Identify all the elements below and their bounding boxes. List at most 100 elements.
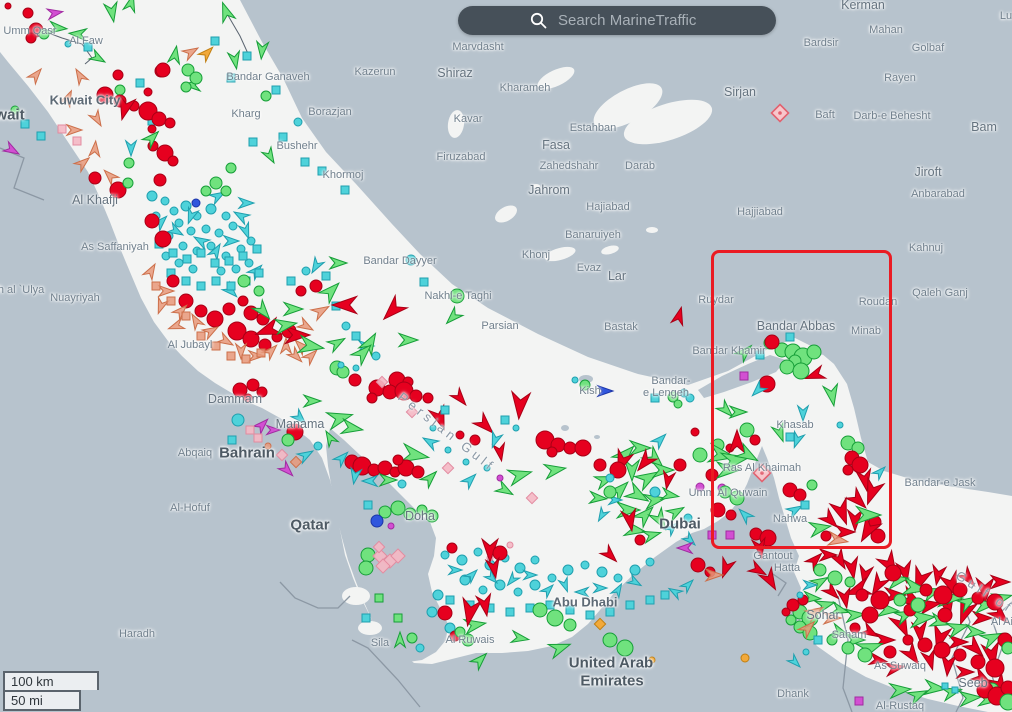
ship-marker[interactable] xyxy=(648,656,656,664)
ship-marker[interactable] xyxy=(96,86,114,104)
ship-marker[interactable] xyxy=(265,424,282,436)
ship-marker[interactable] xyxy=(622,481,653,508)
ship-marker[interactable] xyxy=(692,447,708,463)
ship-marker[interactable] xyxy=(802,648,810,656)
ship-marker[interactable] xyxy=(494,579,506,591)
ship-marker[interactable] xyxy=(786,598,800,612)
ship-marker[interactable] xyxy=(328,256,349,270)
ship-marker[interactable] xyxy=(603,485,617,499)
ship-marker[interactable] xyxy=(854,513,883,546)
ship-marker[interactable] xyxy=(155,62,171,78)
ship-marker[interactable] xyxy=(151,111,167,127)
ship-marker[interactable] xyxy=(474,592,494,618)
ship-marker[interactable] xyxy=(532,602,548,618)
ship-marker[interactable] xyxy=(348,340,376,368)
ship-marker[interactable] xyxy=(985,658,1005,678)
ship-marker[interactable] xyxy=(827,570,843,586)
ship-marker[interactable] xyxy=(649,486,661,498)
ship-marker[interactable] xyxy=(250,298,274,323)
ship-marker[interactable] xyxy=(781,607,791,617)
ship-marker[interactable] xyxy=(374,593,384,603)
ship-marker[interactable] xyxy=(375,375,389,389)
ship-marker[interactable] xyxy=(293,117,303,127)
ship-marker[interactable] xyxy=(243,393,253,403)
ship-marker[interactable] xyxy=(828,547,851,572)
ship-marker[interactable] xyxy=(425,509,439,523)
ship-marker[interactable] xyxy=(739,371,749,381)
ship-marker[interactable] xyxy=(473,547,483,557)
ship-marker[interactable] xyxy=(300,157,310,167)
ship-marker[interactable] xyxy=(605,607,615,617)
ship-marker[interactable] xyxy=(826,634,838,646)
ship-marker[interactable] xyxy=(563,618,577,632)
ship-marker[interactable] xyxy=(253,433,263,443)
ship-marker[interactable] xyxy=(640,527,663,545)
ship-marker[interactable] xyxy=(264,442,272,450)
ship-marker[interactable] xyxy=(667,585,685,601)
ship-marker[interactable] xyxy=(87,108,106,128)
ship-marker[interactable] xyxy=(470,410,498,438)
ship-marker[interactable] xyxy=(595,505,611,523)
ship-marker[interactable] xyxy=(445,595,455,605)
ship-marker[interactable] xyxy=(563,441,577,455)
ship-marker[interactable] xyxy=(505,464,534,487)
ship-marker[interactable] xyxy=(88,171,102,185)
ship-marker[interactable] xyxy=(289,455,303,469)
ship-marker[interactable] xyxy=(859,476,886,507)
ship-marker[interactable] xyxy=(151,281,161,291)
ship-marker[interactable] xyxy=(963,623,987,640)
ship-marker[interactable] xyxy=(222,234,241,248)
ship-marker[interactable] xyxy=(238,251,248,261)
ship-marker[interactable] xyxy=(441,461,455,475)
ship-marker[interactable] xyxy=(828,600,851,618)
ship-marker[interactable] xyxy=(260,90,272,102)
ship-marker[interactable] xyxy=(866,570,891,598)
ship-marker[interactable] xyxy=(153,295,170,315)
ship-marker[interactable] xyxy=(348,373,362,387)
ship-marker[interactable] xyxy=(206,241,225,262)
ship-marker[interactable] xyxy=(952,582,968,598)
ship-marker[interactable] xyxy=(109,181,127,199)
ship-marker[interactable] xyxy=(625,573,643,590)
ship-marker[interactable] xyxy=(253,285,265,297)
ship-marker[interactable] xyxy=(122,177,134,189)
ship-marker[interactable] xyxy=(200,185,212,197)
ship-marker[interactable] xyxy=(302,394,323,408)
ship-marker[interactable] xyxy=(228,221,238,231)
ship-marker[interactable] xyxy=(596,566,608,578)
ship-marker[interactable] xyxy=(510,390,532,421)
ship-marker[interactable] xyxy=(746,559,769,580)
ship-marker[interactable] xyxy=(440,405,450,415)
ship-marker[interactable] xyxy=(321,428,340,449)
ship-marker[interactable] xyxy=(905,685,930,707)
ship-marker[interactable] xyxy=(10,105,20,115)
ship-marker[interactable] xyxy=(378,505,392,519)
ship-marker[interactable] xyxy=(764,334,780,350)
ship-marker[interactable] xyxy=(244,258,254,268)
ship-marker[interactable] xyxy=(87,139,101,159)
ship-marker[interactable] xyxy=(4,2,12,10)
ship-marker[interactable] xyxy=(444,446,452,454)
ship-marker[interactable] xyxy=(593,458,607,472)
ship-marker[interactable] xyxy=(496,474,504,482)
ship-marker[interactable] xyxy=(910,597,926,613)
ship-marker[interactable] xyxy=(72,136,82,146)
ship-marker[interactable] xyxy=(940,652,958,678)
ship-marker[interactable] xyxy=(160,196,170,206)
ship-marker[interactable] xyxy=(933,585,953,605)
ship-marker[interactable] xyxy=(716,555,737,579)
ship-marker[interactable] xyxy=(650,393,660,403)
ship-marker[interactable] xyxy=(632,465,663,492)
ship-marker[interactable] xyxy=(955,565,979,590)
ship-marker[interactable] xyxy=(625,600,635,610)
ship-marker[interactable] xyxy=(180,43,200,62)
ship-marker[interactable] xyxy=(180,81,192,93)
ship-marker[interactable] xyxy=(283,325,312,345)
ship-marker[interactable] xyxy=(71,66,90,87)
ship-marker[interactable] xyxy=(211,276,221,286)
ship-marker[interactable] xyxy=(295,316,315,335)
ship-marker[interactable] xyxy=(634,534,646,546)
ship-marker[interactable] xyxy=(755,350,765,360)
ship-marker[interactable] xyxy=(416,504,428,516)
ship-marker[interactable] xyxy=(188,264,198,274)
